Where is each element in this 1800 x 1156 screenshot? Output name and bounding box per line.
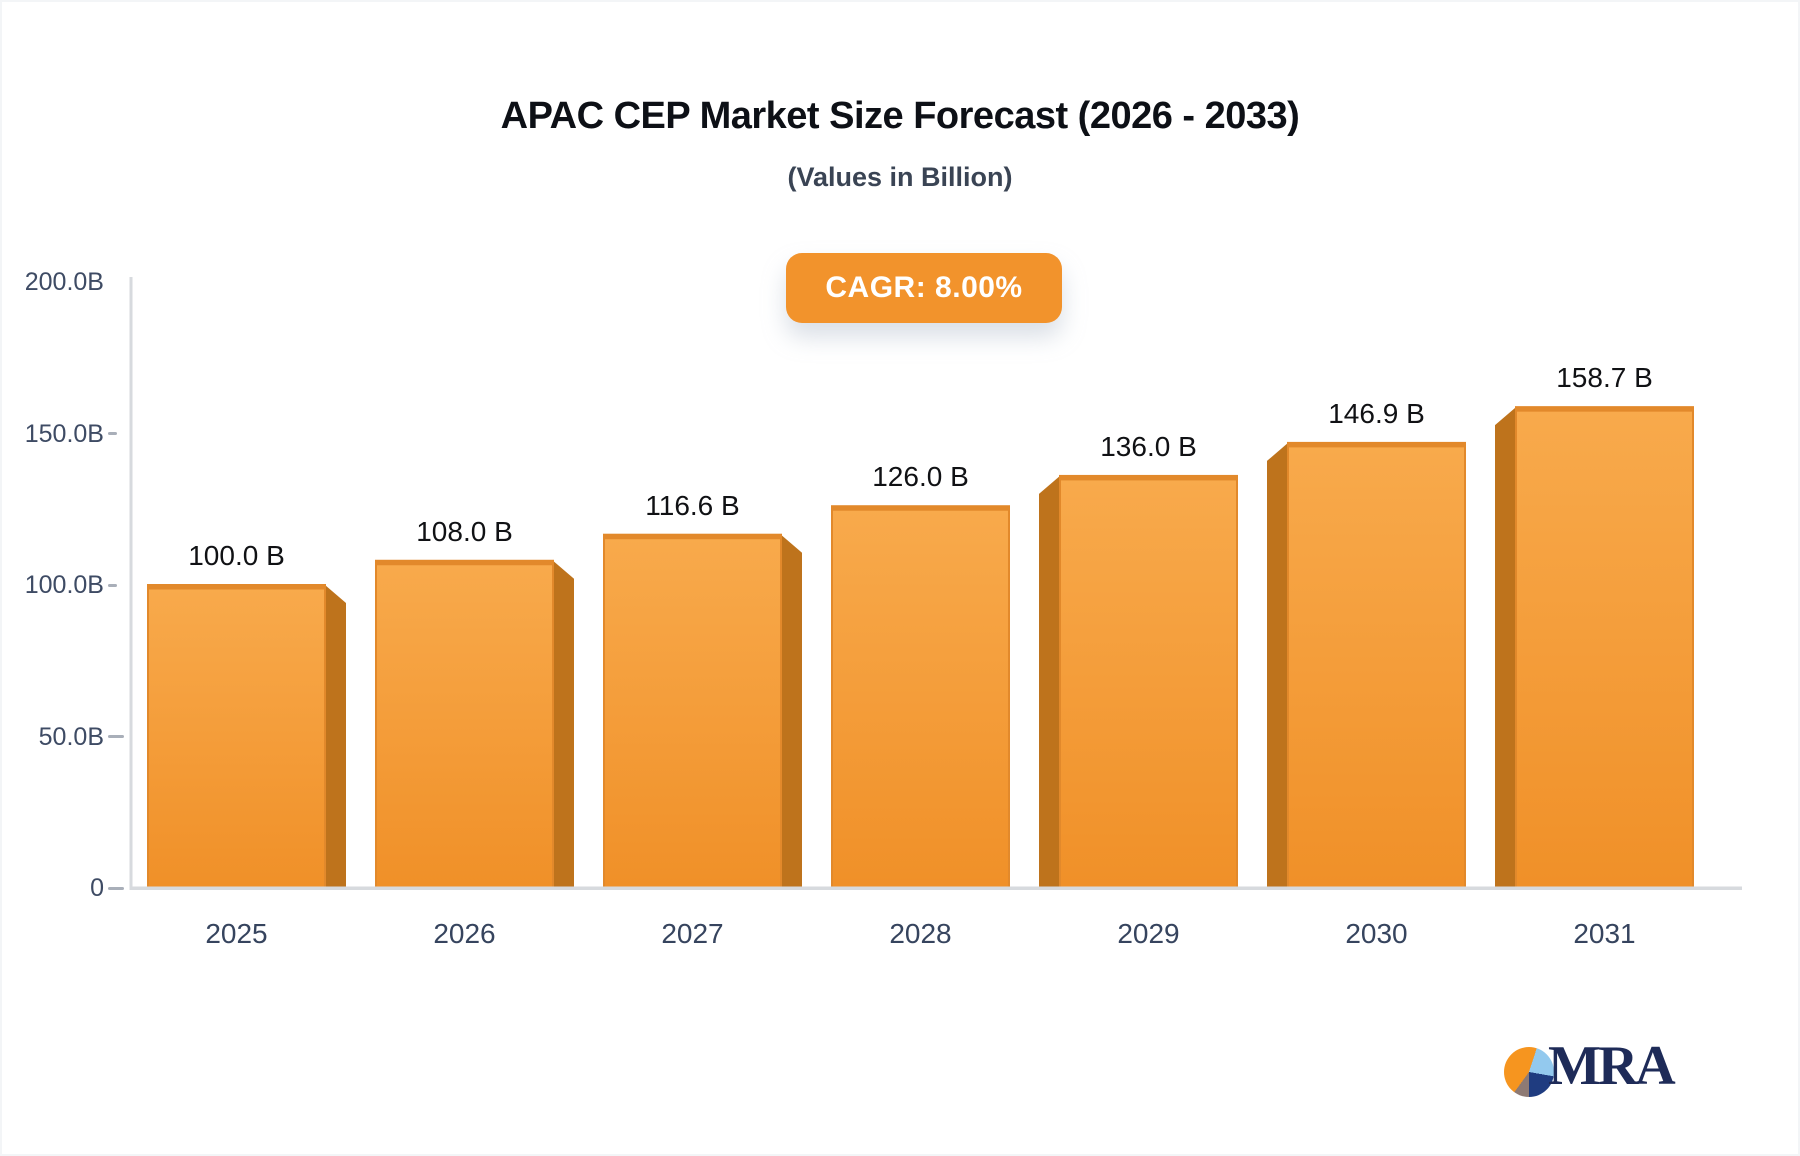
cagr-badge-label: CAGR: 8.00% xyxy=(825,271,1023,304)
bar-value-label-2027: 116.6 B xyxy=(645,489,740,521)
x-tick-label-2028: 2028 xyxy=(889,918,952,949)
bar-value-label-2025: 100.0 B xyxy=(188,540,285,571)
y-tick-mark xyxy=(108,735,124,738)
y-tick-mark xyxy=(108,886,124,890)
x-tick-label-2029: 2029 xyxy=(1117,918,1180,949)
y-tick-label-100: 100.0B xyxy=(24,571,104,599)
logo-text: MRA xyxy=(1548,1035,1676,1097)
bar-2027 xyxy=(603,533,802,890)
y-tick-mark xyxy=(108,583,117,587)
x-axis-line xyxy=(129,886,1742,890)
bar-value-label-2026: 108.0 B xyxy=(416,515,513,547)
bar-2026 xyxy=(375,559,574,889)
x-tick-label-2030: 2030 xyxy=(1345,918,1408,949)
bar-2029 xyxy=(1039,474,1238,889)
y-tick-label-150: 150.0B xyxy=(24,419,104,448)
y-tick-mark xyxy=(108,432,117,435)
x-tick-label-2025: 2025 xyxy=(205,918,268,949)
bar-2028 xyxy=(831,505,1010,889)
bar-value-label-2031: 158.7 B xyxy=(1556,362,1653,394)
cagr-badge: CAGR: 8.00% xyxy=(786,253,1062,323)
bar-value-label-2029: 136.0 B xyxy=(1100,430,1197,462)
x-tick-label-2026: 2026 xyxy=(433,918,496,949)
pie-chart-logo-icon xyxy=(1504,1047,1554,1097)
y-axis-line xyxy=(129,277,133,890)
y-tick-label-50: 50.0B xyxy=(38,722,104,751)
x-tick-label-2027: 2027 xyxy=(661,918,724,949)
chart-subtitle: (Values in Billion) xyxy=(787,162,1013,192)
bar-value-label-2030: 146.9 B xyxy=(1328,397,1425,429)
bar-value-label-2028: 126.0 B xyxy=(872,461,969,493)
bar-2030 xyxy=(1267,441,1466,889)
mra-logo: MRA xyxy=(1504,1035,1764,1120)
y-tick-label-200: 200.0B xyxy=(24,268,104,296)
x-tick-label-2031: 2031 xyxy=(1573,918,1636,949)
y-tick-label-0: 0 xyxy=(90,874,104,902)
bar-2031 xyxy=(1495,406,1694,889)
bar-2025 xyxy=(147,584,346,889)
chart-title: APAC CEP Market Size Forecast (2026 - 20… xyxy=(500,95,1300,137)
